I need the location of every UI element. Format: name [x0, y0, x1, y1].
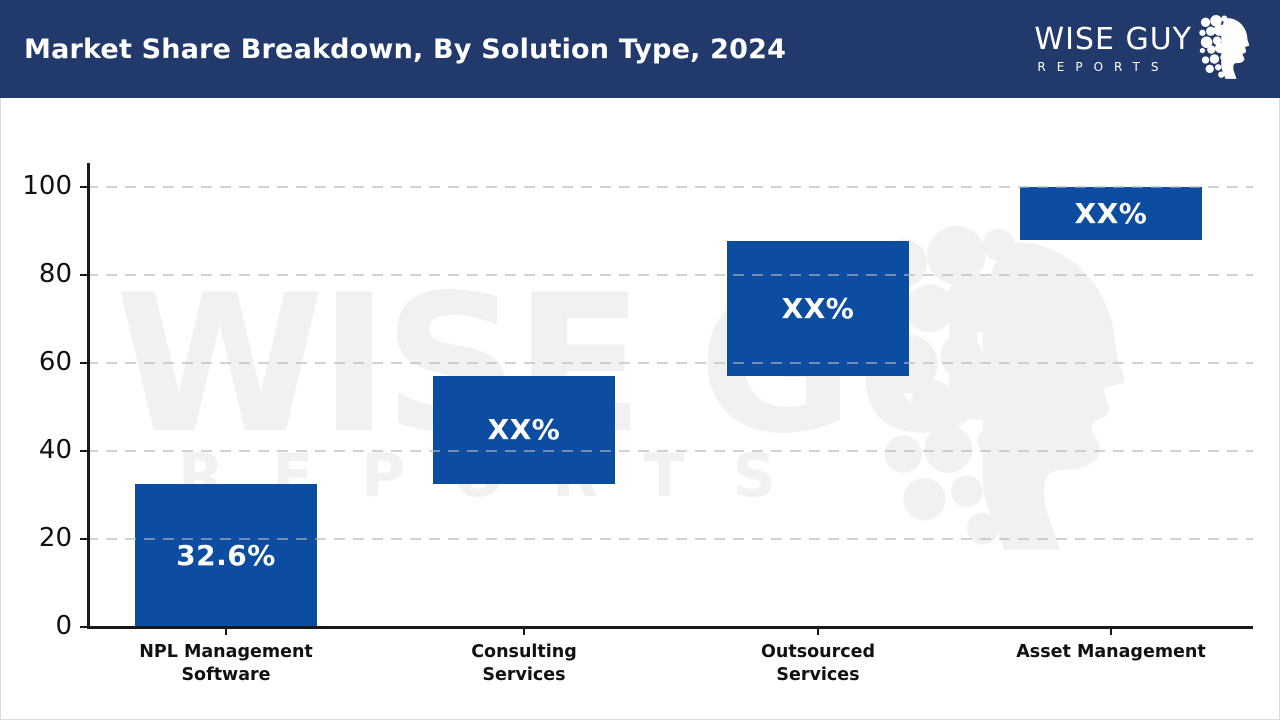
x-tick — [225, 628, 227, 635]
y-tick-label: 80 — [38, 259, 72, 289]
header: Market Share Breakdown, By Solution Type… — [0, 0, 1280, 98]
bar-value-label: 32.6% — [176, 538, 276, 572]
y-tick-label: 0 — [55, 611, 72, 641]
y-tick — [80, 274, 89, 276]
chart-title: Market Share Breakdown, By Solution Type… — [24, 33, 787, 65]
gridline — [87, 538, 1253, 540]
bar-value-label: XX% — [781, 292, 855, 326]
x-tick — [523, 628, 525, 635]
y-tick-label: 40 — [38, 435, 72, 465]
y-tick — [80, 626, 89, 628]
gridline — [87, 186, 1253, 188]
gridline — [87, 274, 1253, 276]
y-tick — [80, 538, 89, 540]
logo-wordmark: WISE GUY REPORTS — [1034, 22, 1192, 74]
bar: XX% — [727, 241, 909, 377]
x-axis-line — [87, 626, 1253, 629]
y-tick-label: 100 — [22, 171, 72, 201]
brand-logo: WISE GUY REPORTS — [1034, 15, 1256, 83]
y-axis-line — [87, 163, 90, 627]
y-tick-label: 20 — [38, 523, 72, 553]
x-category-label: Outsourced Services — [761, 642, 875, 685]
logo-sub-text: REPORTS — [1037, 60, 1170, 74]
y-tick — [80, 186, 89, 188]
y-tick-label: 60 — [38, 347, 72, 377]
bar: XX% — [1020, 187, 1202, 240]
bar-value-label: XX% — [487, 413, 561, 447]
gridline — [87, 450, 1253, 452]
logo-face-icon — [1199, 15, 1250, 79]
bar: 32.6% — [135, 483, 317, 627]
waterfall-chart: WISE GUY REPORTS 32.6%NPL Management Sof… — [0, 98, 1280, 720]
y-tick — [80, 450, 89, 452]
y-tick — [80, 362, 89, 364]
x-tick — [817, 628, 819, 635]
gridline — [87, 362, 1253, 364]
bar-value-label: XX% — [1074, 196, 1148, 230]
x-category-label: Consulting Services — [471, 642, 577, 685]
bar: XX% — [433, 376, 615, 484]
x-category-label: Asset Management — [1016, 642, 1206, 662]
logo-name-text: WISE GUY — [1034, 22, 1192, 57]
x-tick — [1110, 628, 1112, 635]
x-category-label: NPL Management Software — [139, 642, 313, 685]
